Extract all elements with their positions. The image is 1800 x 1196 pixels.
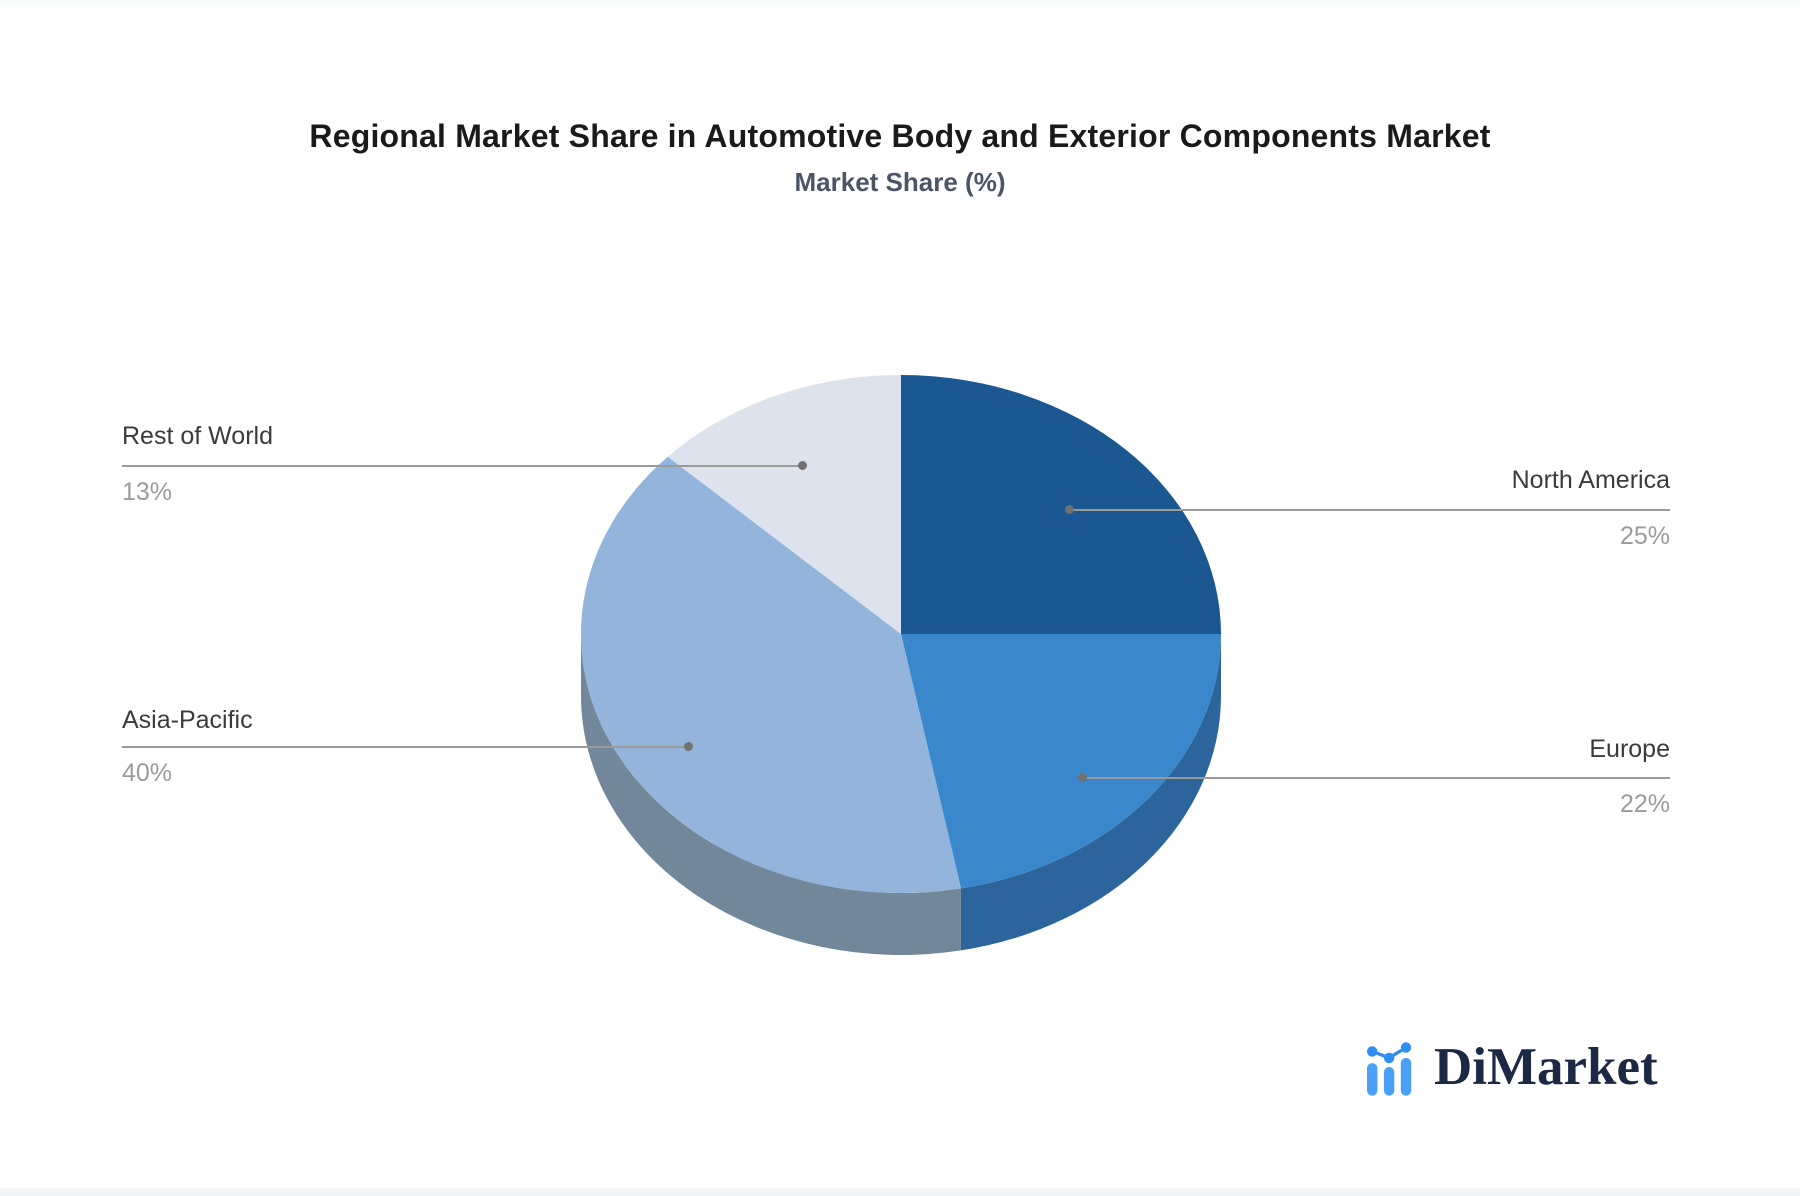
- leader-line: [1083, 777, 1670, 779]
- leader-line: [1070, 509, 1670, 511]
- leader-dot: [1078, 773, 1087, 782]
- pie-slice-europe: [901, 634, 1221, 889]
- bar-line-chart-icon: [1367, 1042, 1412, 1096]
- pie-slice-side-asia-pacific: [581, 634, 961, 956]
- slice-value: 22%: [1619, 790, 1670, 818]
- slice-label: Europe: [1589, 735, 1670, 763]
- leader-line: [122, 746, 689, 748]
- leader-dot: [1065, 505, 1074, 514]
- slice-label: North America: [1511, 466, 1670, 494]
- pie-slice-asia-pacific: [580, 456, 961, 894]
- pie-slice-side-europe: [960, 634, 1221, 951]
- brand-name: DiMarket: [1434, 1037, 1658, 1096]
- slice-value: 40%: [122, 759, 173, 787]
- chart-subtitle: Market Share (%): [794, 167, 1006, 197]
- slice-label: Asia-Pacific: [122, 706, 253, 734]
- leader-dot: [798, 461, 807, 470]
- bottom-edge-strip: [0, 1188, 1800, 1196]
- leader-line: [122, 465, 803, 467]
- pie-slice-north-america: [901, 375, 1221, 634]
- brand-logo: DiMarket: [1367, 1036, 1658, 1098]
- slice-label: Rest of World: [122, 422, 273, 450]
- top-edge-strip: [0, 0, 1800, 5]
- chart-title: Regional Market Share in Automotive Body…: [309, 118, 1491, 154]
- slice-value: 13%: [122, 478, 173, 506]
- slice-value: 25%: [1619, 522, 1670, 550]
- pie-slice-rest-of-world: [667, 375, 901, 634]
- leader-dot: [684, 742, 693, 751]
